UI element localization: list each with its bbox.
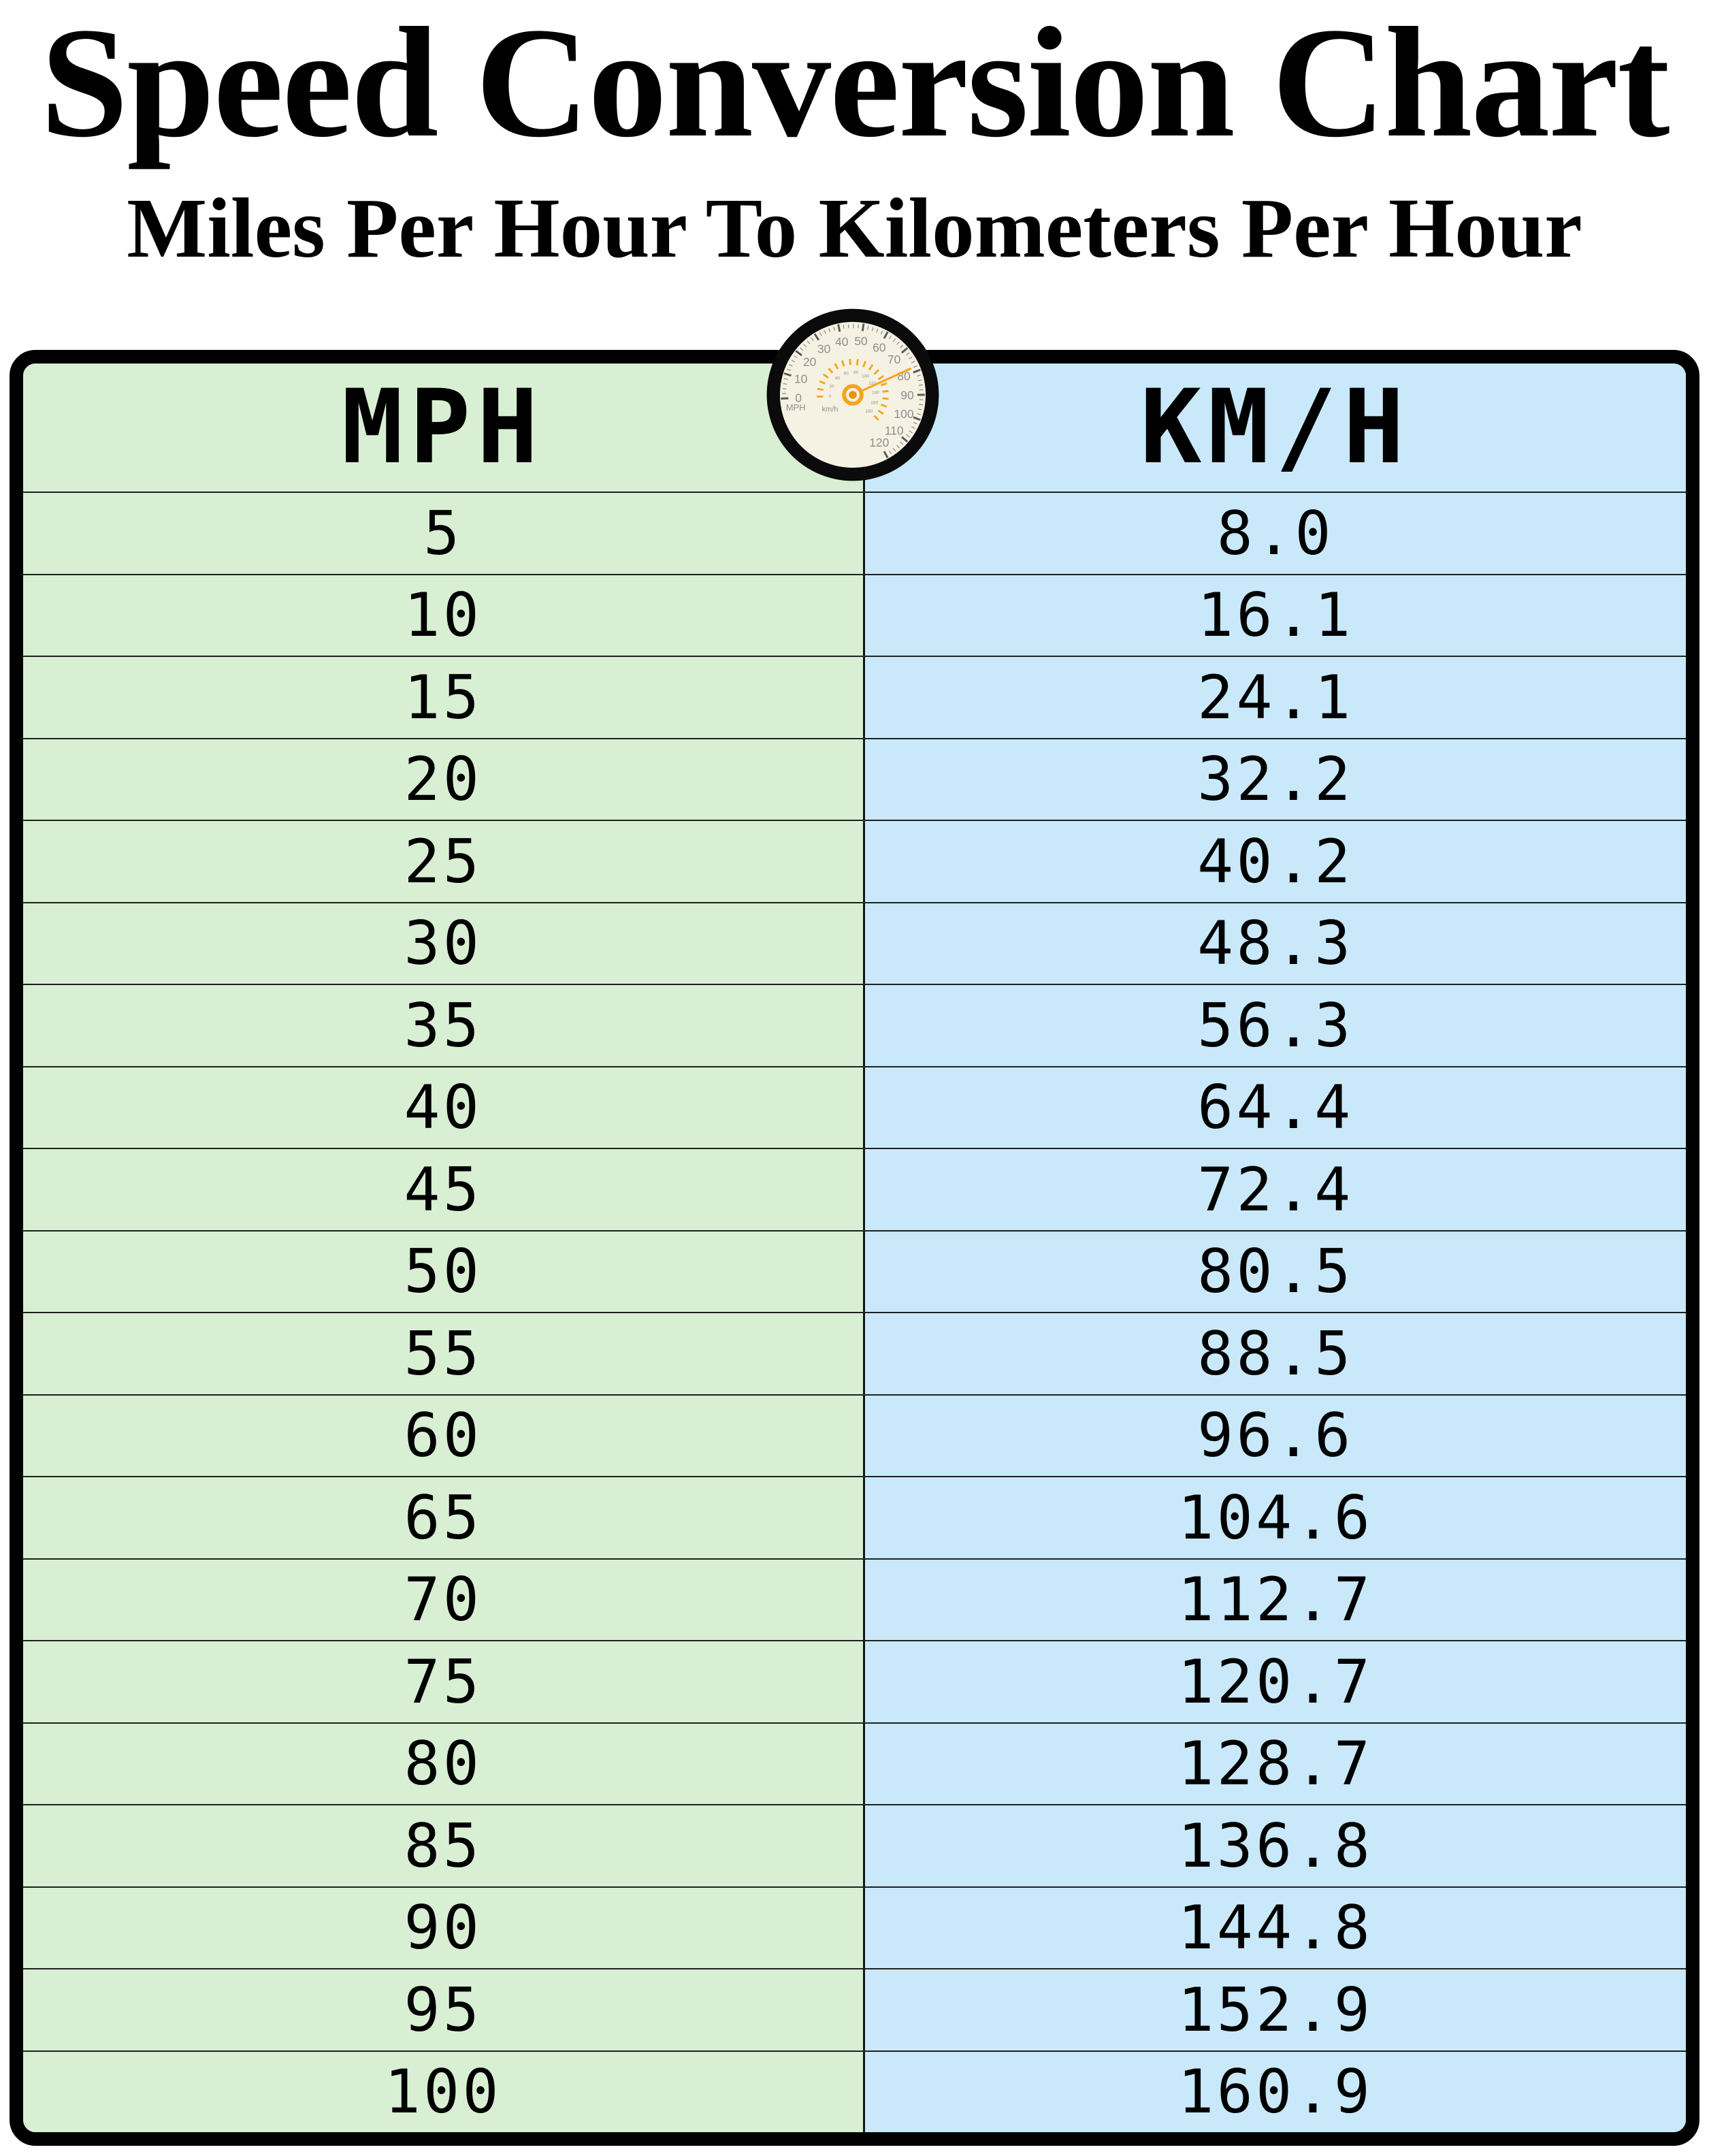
gauge-tick [883,398,889,399]
gauge-mph-label: 50 [854,334,867,348]
gauge-unit-kmh: km/h [822,406,839,414]
conversion-table: MPH KM/H 5 8.0 10 16.1 15 24.1 20 32.2 2… [10,350,1699,2146]
table-row: 85 136.8 [23,1804,1686,1886]
table-row: 75 120.7 [23,1640,1686,1722]
gauge-mph-label: 30 [817,342,830,355]
mph-value: 65 [404,1483,482,1553]
mph-value: 20 [404,744,482,814]
mph-value: 40 [404,1072,482,1142]
table-row: 55 88.5 [23,1312,1686,1394]
gauge-unit-mph: MPH [786,402,806,413]
gauge-mph-label: 70 [888,353,900,366]
mph-value: 55 [404,1319,482,1389]
table-row: 65 104.6 [23,1476,1686,1558]
mph-value: 85 [404,1811,482,1881]
gauge-kmh-label: 0 [829,394,832,399]
mph-value: 50 [404,1236,482,1306]
gauge-kmh-label: 100 [862,374,869,379]
kmh-value: 72.4 [1197,1155,1354,1225]
mph-value: 15 [404,662,482,733]
column-header-kmh: KM/H [1140,368,1410,487]
kmh-value: 104.6 [1177,1483,1373,1553]
header-cell-kmh: KM/H [865,364,1686,492]
gauge-mph-label: 40 [835,335,848,349]
table-row: 40 64.4 [23,1066,1686,1148]
mph-value: 80 [404,1728,482,1799]
mph-value: 70 [404,1564,482,1635]
column-header-mph: MPH [342,368,544,487]
kmh-value: 64.4 [1197,1072,1354,1142]
table-row: 45 72.4 [23,1148,1686,1230]
kmh-value: 32.2 [1197,744,1354,814]
kmh-value: 40.2 [1197,826,1354,897]
gauge-kmh-label: 40 [835,376,841,381]
table-row: 80 128.7 [23,1722,1686,1805]
mph-value: 75 [404,1647,482,1717]
kmh-value: 152.9 [1177,1975,1373,2045]
gauge-mph-label: 10 [794,372,807,385]
table-row: 50 80.5 [23,1230,1686,1313]
kmh-value: 160.9 [1177,2057,1373,2127]
table-row: 95 152.9 [23,1968,1686,2050]
kmh-value: 8.0 [1217,498,1334,568]
kmh-value: 56.3 [1197,991,1354,1061]
gauge-kmh-label: 20 [829,385,834,389]
table-row: 35 56.3 [23,984,1686,1066]
mph-value: 60 [404,1400,482,1470]
gauge-mph-label: 100 [894,407,913,421]
gauge-tick [817,389,824,390]
kmh-value: 136.8 [1177,1811,1373,1881]
kmh-value: 48.3 [1197,908,1354,978]
gauge-kmh-label: 60 [844,371,849,376]
gauge-tick [781,398,788,399]
table-row: 70 112.7 [23,1558,1686,1641]
page-title: Speed Conversion Chart [0,4,1709,162]
mph-value: 25 [404,826,482,897]
gauge-mph-label: 120 [869,436,889,449]
kmh-value: 112.7 [1177,1564,1373,1635]
mph-value: 5 [423,498,462,568]
kmh-value: 144.8 [1177,1893,1373,1963]
gauge-kmh-label: 160 [870,400,878,405]
mph-value: 10 [404,580,482,650]
table-row: 5 8.0 [23,492,1686,574]
table-row: 60 96.6 [23,1394,1686,1477]
mph-value: 95 [404,1975,482,2045]
mph-value: 90 [404,1893,482,1963]
gauge-tick [857,359,858,366]
kmh-value: 24.1 [1197,662,1354,733]
mph-value: 35 [404,991,482,1061]
gauge-mph-label: 90 [900,388,913,402]
kmh-value: 80.5 [1197,1236,1354,1306]
header-cell-mph: MPH [23,364,865,492]
gauge-mph-label: 20 [803,355,816,368]
kmh-value: 88.5 [1197,1319,1354,1389]
gauge-kmh-label: 180 [866,409,873,414]
gauge-tick [862,323,864,331]
gauge-mph-label: 60 [873,340,885,354]
table-row: 100 160.9 [23,2050,1686,2133]
table-row: 15 24.1 [23,656,1686,738]
kmh-value: 16.1 [1197,580,1354,650]
kmh-value: 120.7 [1177,1647,1373,1717]
table-row: 10 16.1 [23,574,1686,656]
gauge-kmh-label: 140 [872,391,879,396]
kmh-value: 96.6 [1197,1400,1354,1470]
mph-value: 30 [404,908,482,978]
needle-hub-center [849,391,857,399]
table-row: 25 40.2 [23,820,1686,902]
kmh-value: 128.7 [1177,1728,1373,1799]
page-subtitle: Miles Per Hour To Kilometers Per Hour [0,187,1709,272]
table-row: 90 144.8 [23,1886,1686,1969]
mph-value: 45 [404,1155,482,1225]
gauge-kmh-label: 80 [853,370,859,375]
table-row: 20 32.2 [23,738,1686,820]
mph-value: 100 [385,2057,502,2127]
gauge-tick [850,359,851,365]
table-row: 30 48.3 [23,902,1686,984]
